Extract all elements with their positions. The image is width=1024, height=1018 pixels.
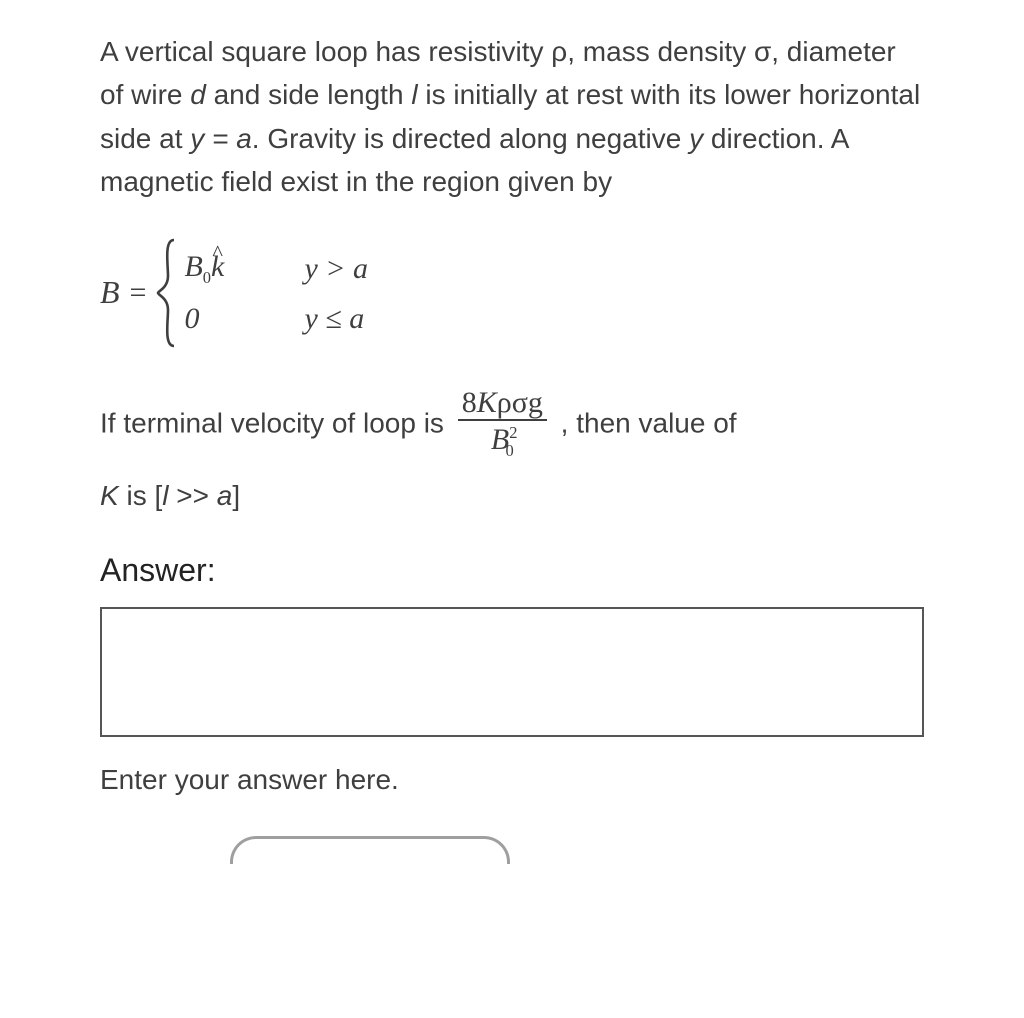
k-var: K: [100, 480, 119, 511]
case1-left: B0^k: [184, 250, 304, 288]
k-gtgt: >>: [168, 480, 216, 511]
p2-a: If terminal velocity of loop is: [100, 407, 452, 438]
p2-b: , then value of: [561, 407, 737, 438]
case2-right: y ≤ a: [304, 302, 364, 336]
q-var-y: y: [689, 123, 703, 154]
num-8: 8: [462, 386, 477, 419]
answer-hint: Enter your answer here.: [100, 764, 924, 796]
question-page: A vertical square loop has resistivity ρ…: [0, 0, 1024, 864]
submit-button-stub[interactable]: [230, 836, 510, 864]
q-text-2: and side length: [206, 79, 412, 110]
den-sup-2: 2: [509, 423, 517, 442]
case2-left: 0: [184, 302, 304, 336]
q-var-d: d: [190, 79, 206, 110]
question-text: A vertical square loop has resistivity ρ…: [100, 30, 924, 204]
terminal-velocity-text: If terminal velocity of loop is 8Kρσg B2…: [100, 388, 924, 462]
den-sub-0: 0: [505, 441, 513, 460]
answer-label: Answer:: [100, 552, 924, 589]
num-rhosigmag: ρσg: [497, 386, 543, 419]
q-text-4: . Gravity is directed along negative: [252, 123, 689, 154]
equation-block: B = B0^k y > a 0 y ≤ a: [100, 238, 924, 348]
brace-cases: B0^k y > a 0 y ≤ a: [156, 238, 368, 348]
left-brace-icon: [156, 238, 178, 348]
k-text-2: ]: [232, 480, 240, 511]
num-K: K: [477, 386, 497, 419]
case1-khat: ^k: [211, 250, 224, 284]
case1-B: B: [184, 250, 202, 283]
case1-sub-0: 0: [203, 268, 211, 287]
fraction-numerator: 8Kρσg: [458, 386, 547, 419]
cases-column: B0^k y > a 0 y ≤ a: [178, 238, 368, 348]
hat-icon: ^: [212, 240, 223, 266]
case-2: 0 y ≤ a: [184, 302, 368, 336]
fraction: 8Kρσg B20: [458, 386, 547, 460]
case-1: B0^k y > a: [184, 250, 368, 288]
equals-sign: =: [130, 276, 147, 310]
fraction-denominator: B20: [458, 421, 547, 460]
k-text-1: is [: [119, 480, 163, 511]
answer-input[interactable]: [100, 607, 924, 737]
eqn-lhs: B: [100, 274, 120, 311]
k-a-var: a: [217, 480, 233, 511]
k-condition: K is [l >> a]: [100, 480, 924, 512]
q-eq-ya: y = a: [190, 123, 251, 154]
case1-right: y > a: [304, 252, 368, 286]
